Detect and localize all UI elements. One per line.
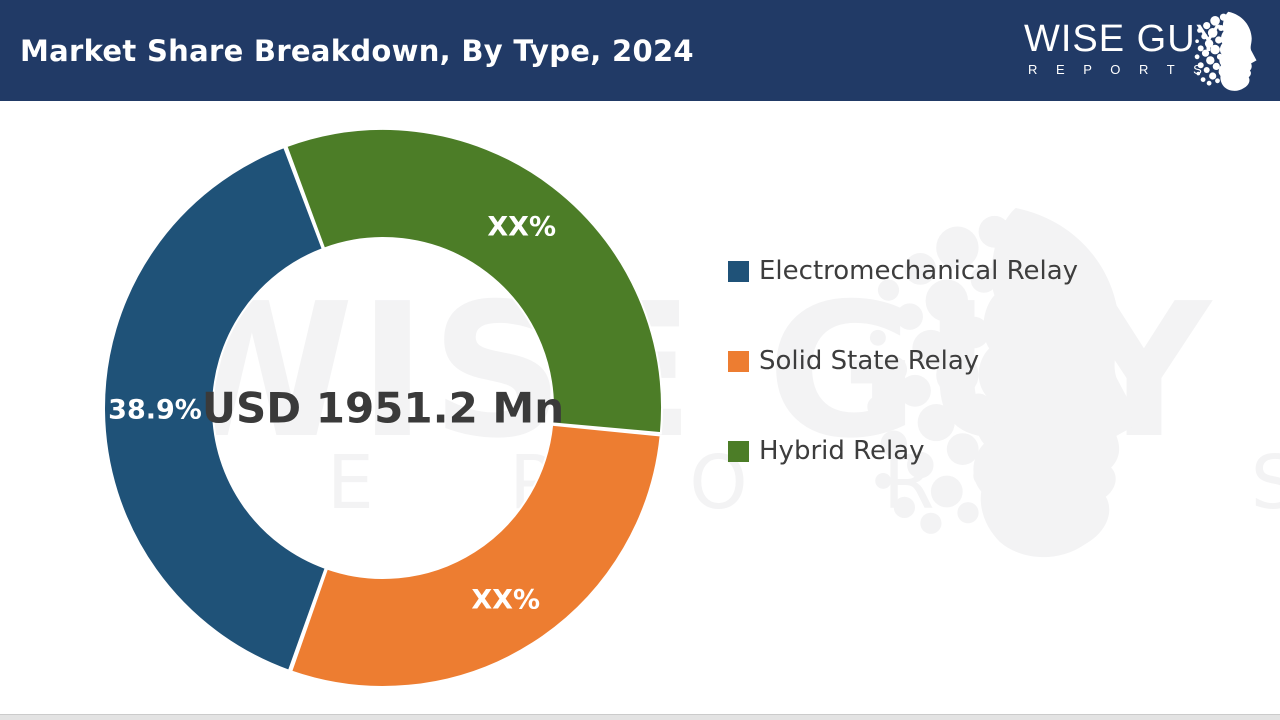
bottom-strip bbox=[0, 714, 1280, 720]
legend-swatch-solid-state bbox=[728, 350, 749, 372]
legend-item-solid-state: Solid State Relay bbox=[728, 346, 1078, 376]
wiseguy-logo: WISE GUY R E P O R T S bbox=[1024, 8, 1266, 94]
legend-item-hybrid: Hybrid Relay bbox=[728, 436, 1078, 466]
donut-segment-solid-state bbox=[289, 423, 662, 688]
legend-label-electromechanical: Electromechanical Relay bbox=[759, 256, 1079, 286]
watermark-text-reports: R E P O R T S bbox=[140, 440, 1280, 526]
chart-legend: Electromechanical Relay Solid State Rela… bbox=[728, 256, 1079, 528]
logo-subtitle: R E P O R T S bbox=[1027, 62, 1210, 78]
legend-label-solid-state: Solid State Relay bbox=[759, 346, 980, 376]
legend-swatch-hybrid bbox=[728, 440, 749, 462]
slice-label-hybrid: XX% bbox=[487, 211, 556, 243]
page-title: Market Share Breakdown, By Type, 2024 bbox=[20, 33, 694, 68]
logo-text-block: WISE GUY R E P O R T S bbox=[1023, 17, 1222, 78]
legend-label-hybrid: Hybrid Relay bbox=[759, 436, 925, 466]
slice-label-electromechanical: 38.9% bbox=[108, 394, 202, 426]
chart-center-value: USD 1951.2 Mn bbox=[201, 383, 565, 433]
logo-name: WISE GUY bbox=[1023, 17, 1222, 60]
legend-swatch-electromechanical bbox=[728, 260, 749, 282]
legend-item-electromechanical: Electromechanical Relay bbox=[728, 256, 1079, 286]
header: Market Share Breakdown, By Type, 2024 WI… bbox=[0, 0, 1280, 101]
slice-label-solid-state: XX% bbox=[471, 584, 541, 616]
wiseguy-face-icon bbox=[1194, 11, 1257, 91]
